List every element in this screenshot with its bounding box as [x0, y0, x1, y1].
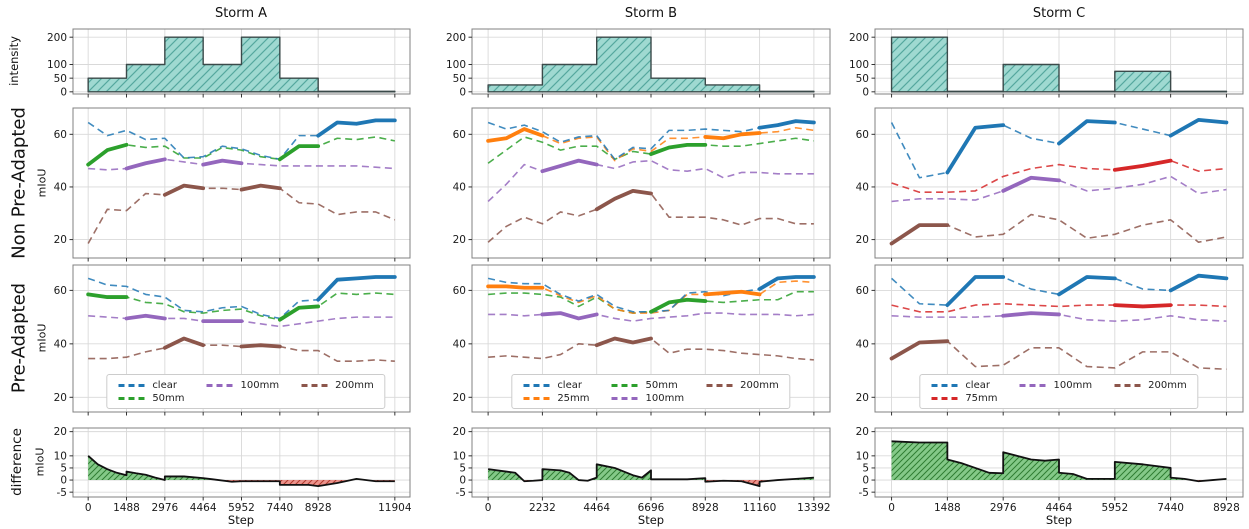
svg-text:200: 200 — [47, 32, 67, 44]
svg-text:11160: 11160 — [743, 502, 776, 514]
svg-text:0: 0 — [85, 502, 92, 514]
svg-text:4464: 4464 — [190, 502, 217, 514]
svg-text:20: 20 — [856, 234, 869, 246]
svg-text:60: 60 — [453, 285, 466, 297]
svg-text:60: 60 — [54, 129, 67, 141]
panel-storm-b-intensity: 050 100 200 — [446, 28, 831, 98]
svg-text:100: 100 — [446, 59, 466, 71]
svg-text:10: 10 — [453, 450, 466, 462]
svg-text:50: 50 — [54, 73, 67, 85]
svg-text:-5: -5 — [859, 487, 869, 499]
panel-storm-c-pre_adapted: 20 40 60 — [856, 264, 1244, 416]
svg-text:20: 20 — [54, 392, 67, 404]
svg-text:20: 20 — [856, 426, 869, 438]
panel-storm-a-intensity: 050 100 200 — [47, 28, 411, 98]
svg-text:2232: 2232 — [529, 502, 556, 514]
svg-text:60: 60 — [453, 129, 466, 141]
panel-storm-a-pre_adapted: 20 40 60 — [54, 264, 411, 416]
svg-text:0: 0 — [862, 475, 869, 487]
panel-storm-b-non_pre_adapted: 20 40 60 — [453, 107, 831, 262]
svg-text:60: 60 — [856, 129, 869, 141]
svg-text:1488: 1488 — [113, 502, 140, 514]
svg-text:20: 20 — [856, 392, 869, 404]
svg-text:10: 10 — [856, 450, 869, 462]
svg-text:2976: 2976 — [990, 502, 1017, 514]
panel-storm-a-non_pre_adapted: 20 40 60 — [54, 107, 411, 262]
svg-text:8928: 8928 — [305, 502, 332, 514]
svg-text:50: 50 — [856, 73, 869, 85]
svg-text:100: 100 — [47, 59, 67, 71]
svg-text:8928: 8928 — [1213, 502, 1240, 514]
svg-text:7440: 7440 — [266, 502, 293, 514]
svg-text:60: 60 — [54, 285, 67, 297]
svg-text:2976: 2976 — [151, 502, 178, 514]
svg-text:40: 40 — [453, 182, 466, 194]
svg-text:50: 50 — [453, 73, 466, 85]
svg-text:5952: 5952 — [1101, 502, 1128, 514]
svg-text:0: 0 — [459, 475, 466, 487]
svg-text:20: 20 — [54, 426, 67, 438]
svg-text:7440: 7440 — [1157, 502, 1184, 514]
panel-storm-b-pre_adapted: 20 40 60 — [453, 264, 831, 416]
svg-text:0: 0 — [60, 475, 67, 487]
svg-text:40: 40 — [453, 338, 466, 350]
svg-text:5: 5 — [60, 463, 67, 475]
svg-text:20: 20 — [453, 234, 466, 246]
svg-text:200: 200 — [446, 32, 466, 44]
svg-text:5952: 5952 — [228, 502, 255, 514]
svg-text:40: 40 — [856, 182, 869, 194]
svg-text:11904: 11904 — [378, 502, 412, 514]
svg-text:20: 20 — [54, 234, 67, 246]
svg-text:20: 20 — [453, 392, 466, 404]
svg-text:1488: 1488 — [934, 502, 961, 514]
svg-text:-5: -5 — [456, 487, 466, 499]
svg-text:-5: -5 — [57, 487, 67, 499]
svg-text:40: 40 — [856, 338, 869, 350]
svg-text:20: 20 — [453, 426, 466, 438]
svg-text:200: 200 — [849, 32, 869, 44]
svg-text:0: 0 — [60, 86, 67, 98]
svg-text:0: 0 — [485, 502, 492, 514]
svg-text:0: 0 — [459, 86, 466, 98]
panel-storm-c-non_pre_adapted: 20 40 60 — [856, 107, 1244, 262]
svg-text:4464: 4464 — [583, 502, 610, 514]
svg-text:0: 0 — [862, 86, 869, 98]
svg-text:5: 5 — [459, 463, 466, 475]
svg-text:40: 40 — [54, 182, 67, 194]
svg-text:60: 60 — [856, 285, 869, 297]
panel-storm-c-intensity: 050 100 200 — [849, 28, 1244, 98]
svg-text:4464: 4464 — [1046, 502, 1073, 514]
svg-text:5: 5 — [862, 463, 869, 475]
svg-text:10: 10 — [54, 450, 67, 462]
svg-text:6696: 6696 — [638, 502, 665, 514]
svg-text:100: 100 — [849, 59, 869, 71]
svg-text:40: 40 — [54, 338, 67, 350]
svg-text:13392: 13392 — [797, 502, 830, 514]
svg-text:8928: 8928 — [692, 502, 719, 514]
svg-text:0: 0 — [888, 502, 895, 514]
